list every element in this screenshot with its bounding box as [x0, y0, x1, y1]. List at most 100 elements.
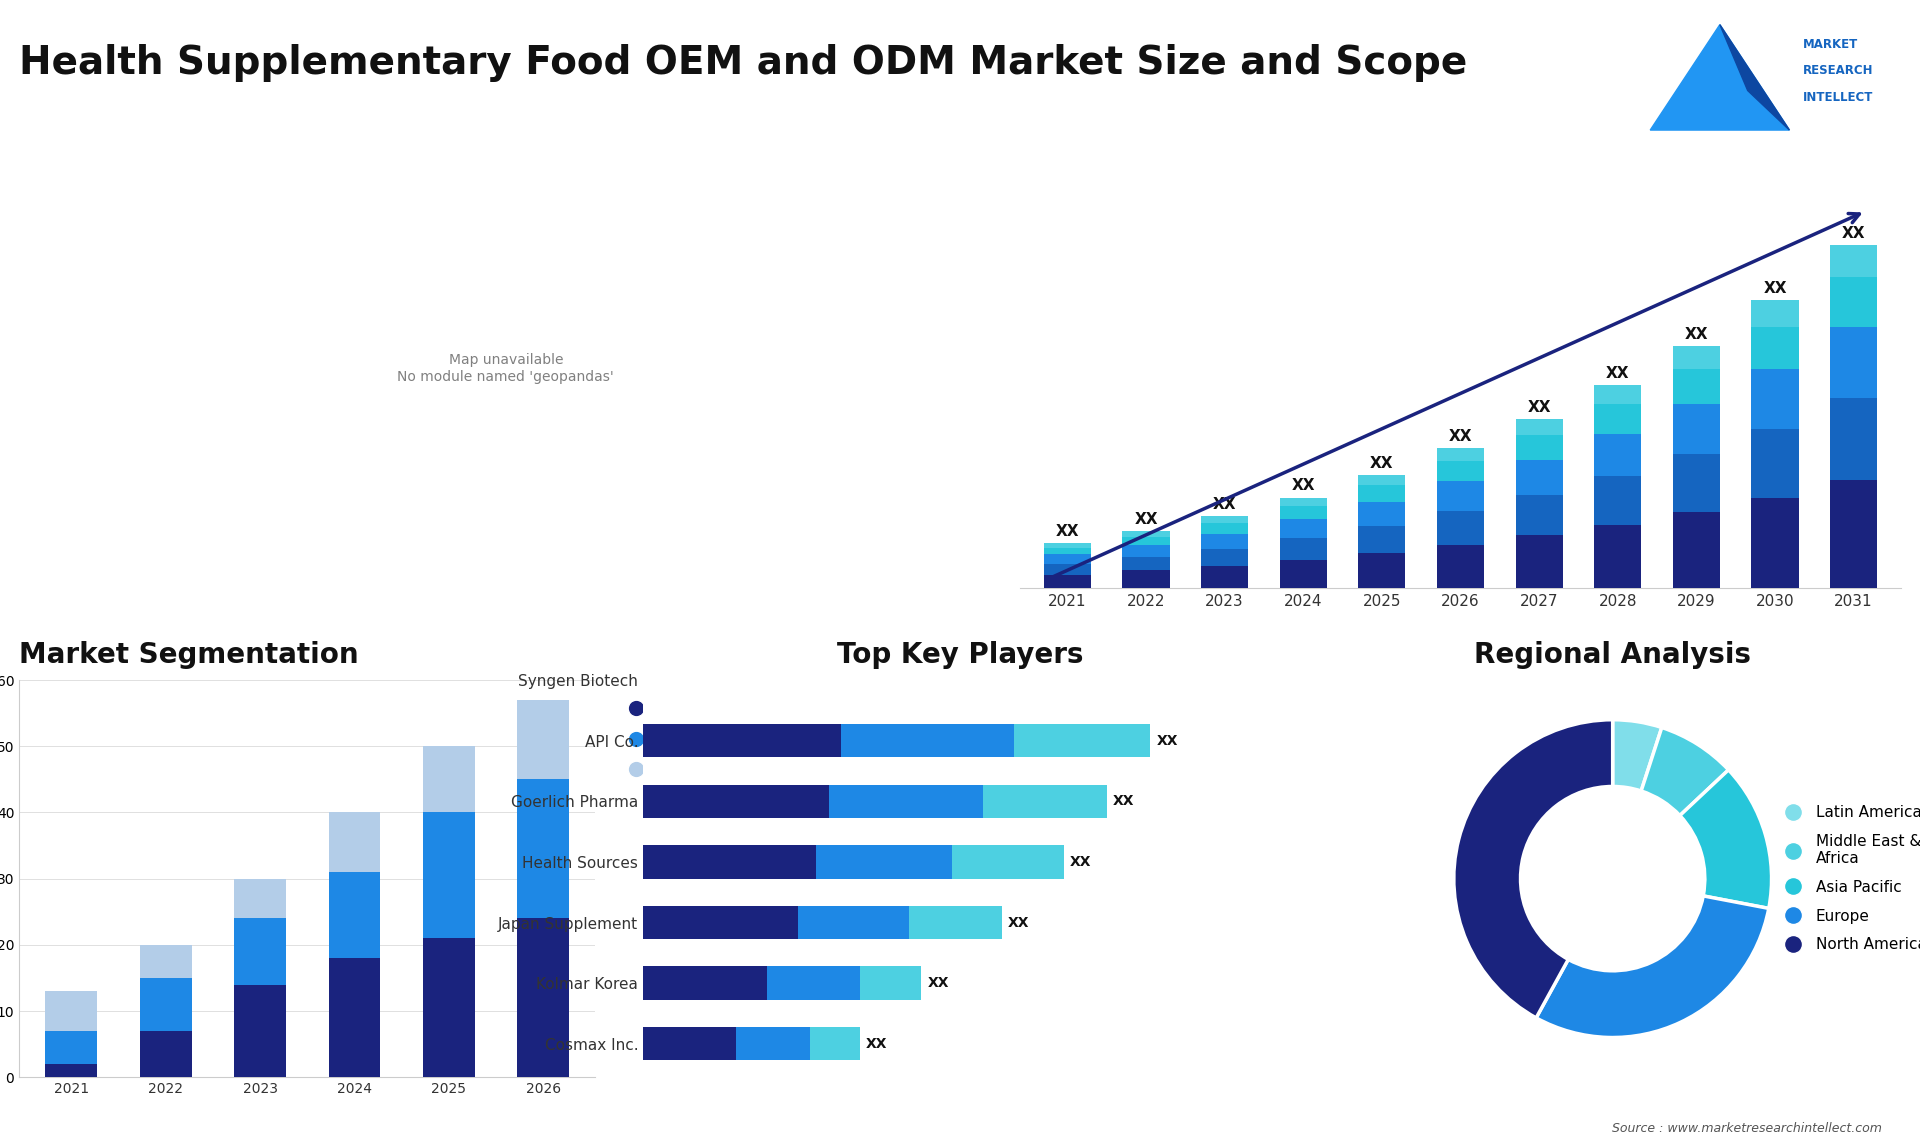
Bar: [952, 846, 1064, 879]
Bar: [1594, 476, 1642, 525]
Bar: [643, 724, 841, 758]
Text: MARKET: MARKET: [1803, 38, 1859, 50]
Text: XX: XX: [1605, 367, 1630, 382]
Bar: [1672, 512, 1720, 588]
Bar: [1044, 555, 1091, 564]
Bar: [1436, 448, 1484, 461]
Bar: [1357, 486, 1405, 502]
Bar: [1751, 497, 1799, 588]
Bar: [816, 846, 952, 879]
Bar: [1751, 328, 1799, 369]
Bar: [1202, 534, 1248, 549]
Bar: [797, 905, 908, 940]
Bar: [983, 785, 1106, 818]
Text: Health Supplementary Food OEM and ODM Market Size and Scope: Health Supplementary Food OEM and ODM Ma…: [19, 44, 1467, 83]
Bar: [1436, 481, 1484, 511]
Bar: [234, 879, 286, 918]
Bar: [1436, 511, 1484, 544]
Bar: [1123, 557, 1169, 571]
Bar: [1123, 536, 1169, 544]
Bar: [46, 1031, 98, 1063]
Text: XX: XX: [1135, 512, 1158, 527]
Bar: [735, 1027, 810, 1060]
Text: Map unavailable
No module named 'geopandas': Map unavailable No module named 'geopand…: [397, 353, 614, 384]
Text: XX: XX: [1371, 456, 1394, 471]
Bar: [1515, 495, 1563, 535]
Wedge shape: [1613, 720, 1663, 791]
Bar: [1594, 525, 1642, 588]
Bar: [1202, 566, 1248, 588]
Text: XX: XX: [1008, 916, 1029, 929]
Bar: [1357, 502, 1405, 526]
Text: XX: XX: [1213, 497, 1236, 512]
Bar: [1515, 435, 1563, 460]
Bar: [1672, 405, 1720, 454]
Text: Market Segmentation: Market Segmentation: [19, 642, 359, 669]
Bar: [1281, 519, 1327, 539]
Bar: [1751, 300, 1799, 328]
Bar: [1202, 517, 1248, 524]
Bar: [1594, 434, 1642, 476]
Bar: [1830, 245, 1878, 277]
Bar: [1044, 574, 1091, 588]
Wedge shape: [1680, 770, 1772, 909]
Wedge shape: [1642, 728, 1728, 816]
Text: XX: XX: [1841, 226, 1866, 241]
Text: RESEARCH: RESEARCH: [1803, 64, 1874, 77]
Bar: [234, 918, 286, 984]
Bar: [516, 779, 568, 918]
Bar: [1357, 474, 1405, 486]
Bar: [841, 724, 1014, 758]
Bar: [140, 978, 192, 1031]
Polygon shape: [1649, 25, 1789, 131]
Bar: [1830, 277, 1878, 328]
Bar: [1281, 559, 1327, 588]
Bar: [1281, 539, 1327, 559]
Bar: [1672, 346, 1720, 369]
Bar: [1281, 497, 1327, 505]
Bar: [643, 905, 797, 940]
Bar: [1357, 526, 1405, 552]
Bar: [1044, 543, 1091, 548]
Bar: [328, 872, 380, 958]
Bar: [46, 1063, 98, 1077]
Text: XX: XX: [1763, 281, 1788, 297]
Bar: [328, 813, 380, 872]
Wedge shape: [1536, 896, 1768, 1037]
Bar: [1436, 544, 1484, 588]
Bar: [860, 966, 922, 999]
Text: XX: XX: [1450, 429, 1473, 444]
Bar: [643, 1027, 735, 1060]
Bar: [140, 944, 192, 978]
Polygon shape: [1720, 25, 1789, 131]
Text: XX: XX: [1114, 794, 1135, 808]
Bar: [908, 905, 1002, 940]
Bar: [422, 746, 474, 813]
Bar: [140, 1031, 192, 1077]
Bar: [766, 966, 860, 999]
Bar: [1830, 398, 1878, 480]
Text: INTELLECT: INTELLECT: [1803, 91, 1874, 103]
Bar: [1123, 571, 1169, 588]
Bar: [1357, 552, 1405, 588]
Bar: [1281, 505, 1327, 519]
Title: Regional Analysis: Regional Analysis: [1475, 642, 1751, 669]
Bar: [1202, 524, 1248, 534]
Text: XX: XX: [1156, 733, 1177, 747]
Bar: [1515, 460, 1563, 495]
Title: Top Key Players: Top Key Players: [837, 642, 1083, 669]
Text: XX: XX: [1684, 328, 1709, 343]
Bar: [422, 813, 474, 939]
Bar: [1202, 549, 1248, 566]
Text: XX: XX: [927, 976, 948, 990]
Bar: [1672, 369, 1720, 405]
Circle shape: [1521, 786, 1705, 971]
Bar: [1594, 385, 1642, 405]
Wedge shape: [1453, 720, 1613, 1018]
Bar: [1751, 429, 1799, 497]
Bar: [643, 966, 766, 999]
Bar: [328, 958, 380, 1077]
Bar: [1014, 724, 1150, 758]
Legend: Latin America, Middle East &
Africa, Asia Pacific, Europe, North America: Latin America, Middle East & Africa, Asi…: [1772, 799, 1920, 958]
Bar: [1515, 535, 1563, 588]
